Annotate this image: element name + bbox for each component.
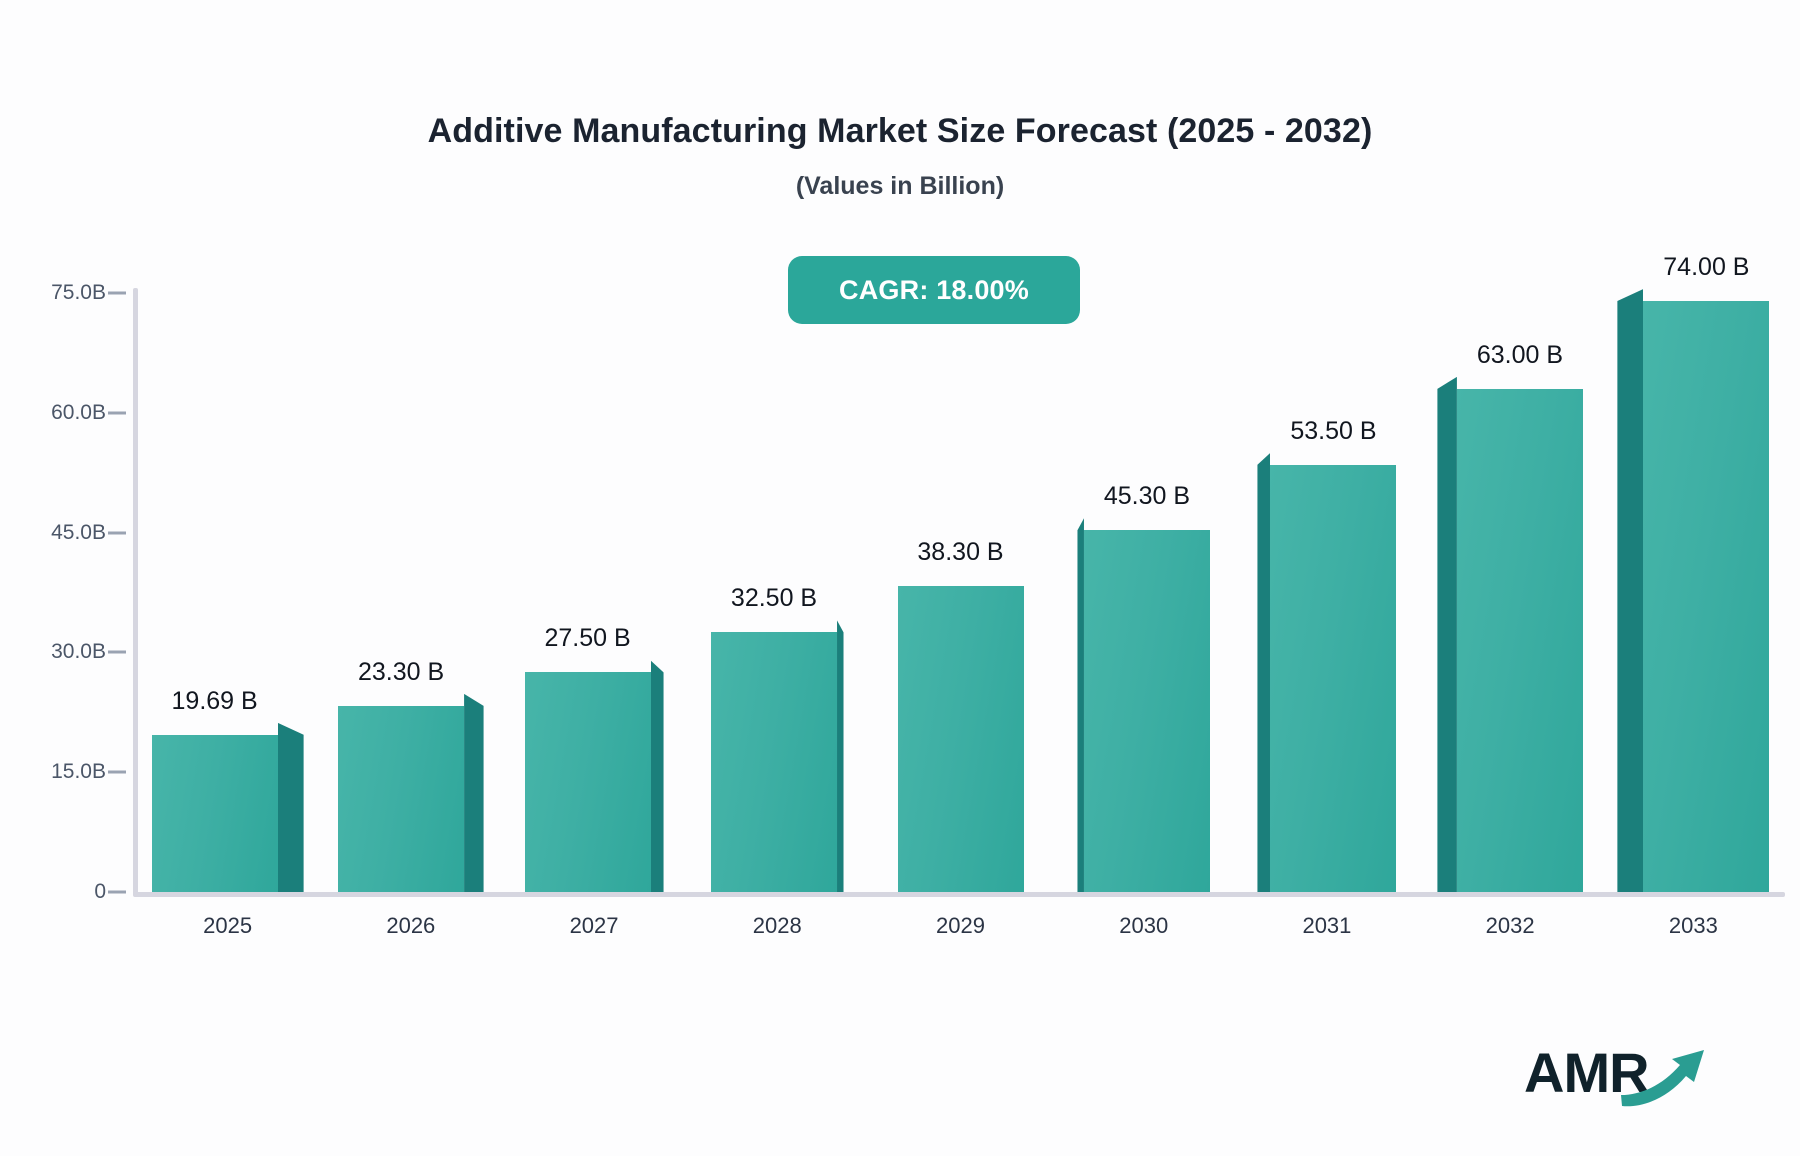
x-axis-tick-label: 2031 [1302,913,1352,938]
bar-side-face [1257,452,1271,892]
bar-value-label: 27.50 B [544,624,631,653]
bar-side-face [1077,518,1084,892]
x-axis-tick-label: 2030 [1119,913,1169,938]
bar-front-face [1643,300,1770,892]
x-axis-tick-label: 2027 [569,913,619,938]
y-axis-tick-label: 0 [94,880,106,903]
x-axis-tick-label: 2025 [203,913,253,938]
y-axis-tick-label: 15.0B [51,760,106,784]
bar-front-face [338,705,465,892]
y-axis-tick-mark [108,291,126,295]
cagr-badge-label: CAGR: 18.00% [839,274,1029,305]
x-axis-tick-label: 2028 [752,913,802,938]
bar-side-face [464,693,484,892]
bar-value-label: 53.50 B [1290,416,1377,445]
bar-value-label: 45.30 B [1103,482,1191,511]
bar-front-face [524,672,651,892]
cagr-badge: CAGR: 18.00% [788,256,1080,324]
y-axis-tick-label: 75.0B [51,281,106,304]
bar-side-face [1617,288,1644,892]
y-axis-tick-mark [108,411,126,415]
y-axis-tick-mark [108,890,126,894]
y-axis-tick-mark [108,650,126,654]
bar-value-label: 19.69 B [171,686,258,715]
y-axis-tick-mark [108,770,126,774]
y-axis-line [133,288,138,896]
x-axis-tick-label: 2033 [1668,913,1718,938]
y-axis-tick-label: 45.0B [51,520,106,544]
y-axis-tick-label: 30.0B [51,640,106,664]
growth-arrow-icon [1621,1050,1704,1107]
y-axis-tick-label: 60.0B [51,400,106,424]
bar-front-face [1456,388,1583,892]
x-axis-tick-label: 2029 [936,913,985,938]
bar-side-face [277,722,304,892]
bar-value-label: 63.00 B [1476,340,1563,369]
bar-value-label: 38.30 B [917,538,1004,567]
bar-side-face [1437,376,1457,892]
bar-front-face [151,734,278,892]
bar-front-face [897,586,1024,892]
x-axis-line [133,892,1785,897]
chart-subtitle: (Values in Billion) [795,172,1005,200]
bar-value-label: 74.00 B [1663,252,1750,281]
bar-front-face [711,632,838,892]
bar-front-face [1083,530,1210,892]
bar-side-face [650,660,664,892]
bar-value-label: 23.30 B [357,657,445,686]
amr-logo-text: AMR [1524,1041,1650,1104]
y-axis-tick-mark [108,531,126,535]
chart-title: Additive Manufacturing Market Size Forec… [427,112,1373,150]
x-axis-tick-label: 2032 [1485,913,1535,938]
amr-logo: AMR [1524,1036,1709,1114]
bar-value-label: 32.50 B [730,584,818,613]
x-axis-tick-label: 2026 [386,913,436,938]
bar-front-face [1270,464,1397,892]
bar-side-face [837,620,844,892]
